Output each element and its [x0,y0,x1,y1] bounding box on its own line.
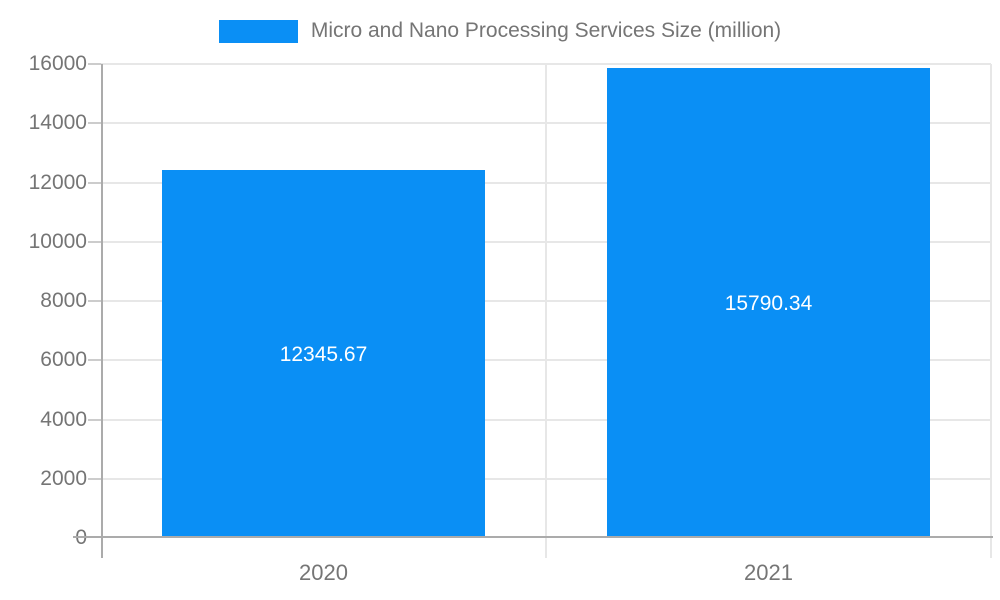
y-tick-mark [88,418,101,421]
bar-2021[interactable] [607,68,930,536]
y-axis-label: 2000 [40,466,87,490]
y-axis-label: 4000 [40,407,87,431]
x-tick-mark [990,538,992,558]
x-axis-line [73,536,993,538]
y-axis-label: 12000 [28,170,87,194]
plot-area: 0 2000 4000 6000 8000 10000 12000 14000 16000 123… [29,52,993,585]
y-axis-label: 10000 [28,229,87,253]
y-tick-mark [88,122,101,125]
y-tick-mark [88,359,101,362]
y-tick-mark [88,477,101,480]
legend-label: Micro and Nano Processing Services Size … [310,19,782,42]
y-axis-line [101,64,103,558]
y-axis-label: 8000 [40,289,87,312]
bar-2020[interactable] [162,170,485,536]
legend[interactable]: Micro and Nano Processing Services Size … [0,18,1000,44]
y-axis-label: 16000 [28,52,87,75]
gridline [545,64,547,538]
y-tick-mark [88,300,101,302]
y-tick-mark [88,240,101,243]
bar-value-label: 12345.67 [279,343,368,367]
y-axis-label: 14000 [28,111,87,135]
x-axis-label: 2021 [744,560,793,585]
legend-swatch [218,19,298,43]
y-tick-mark [88,63,101,65]
y-axis-label: 0 [75,526,87,550]
y-tick-mark [88,181,101,184]
y-axis-label: 6000 [40,348,87,372]
x-tick-mark [545,538,547,558]
x-axis-label: 2020 [299,560,348,585]
gridline [990,64,992,538]
bar-value-label: 15790.34 [724,292,813,316]
